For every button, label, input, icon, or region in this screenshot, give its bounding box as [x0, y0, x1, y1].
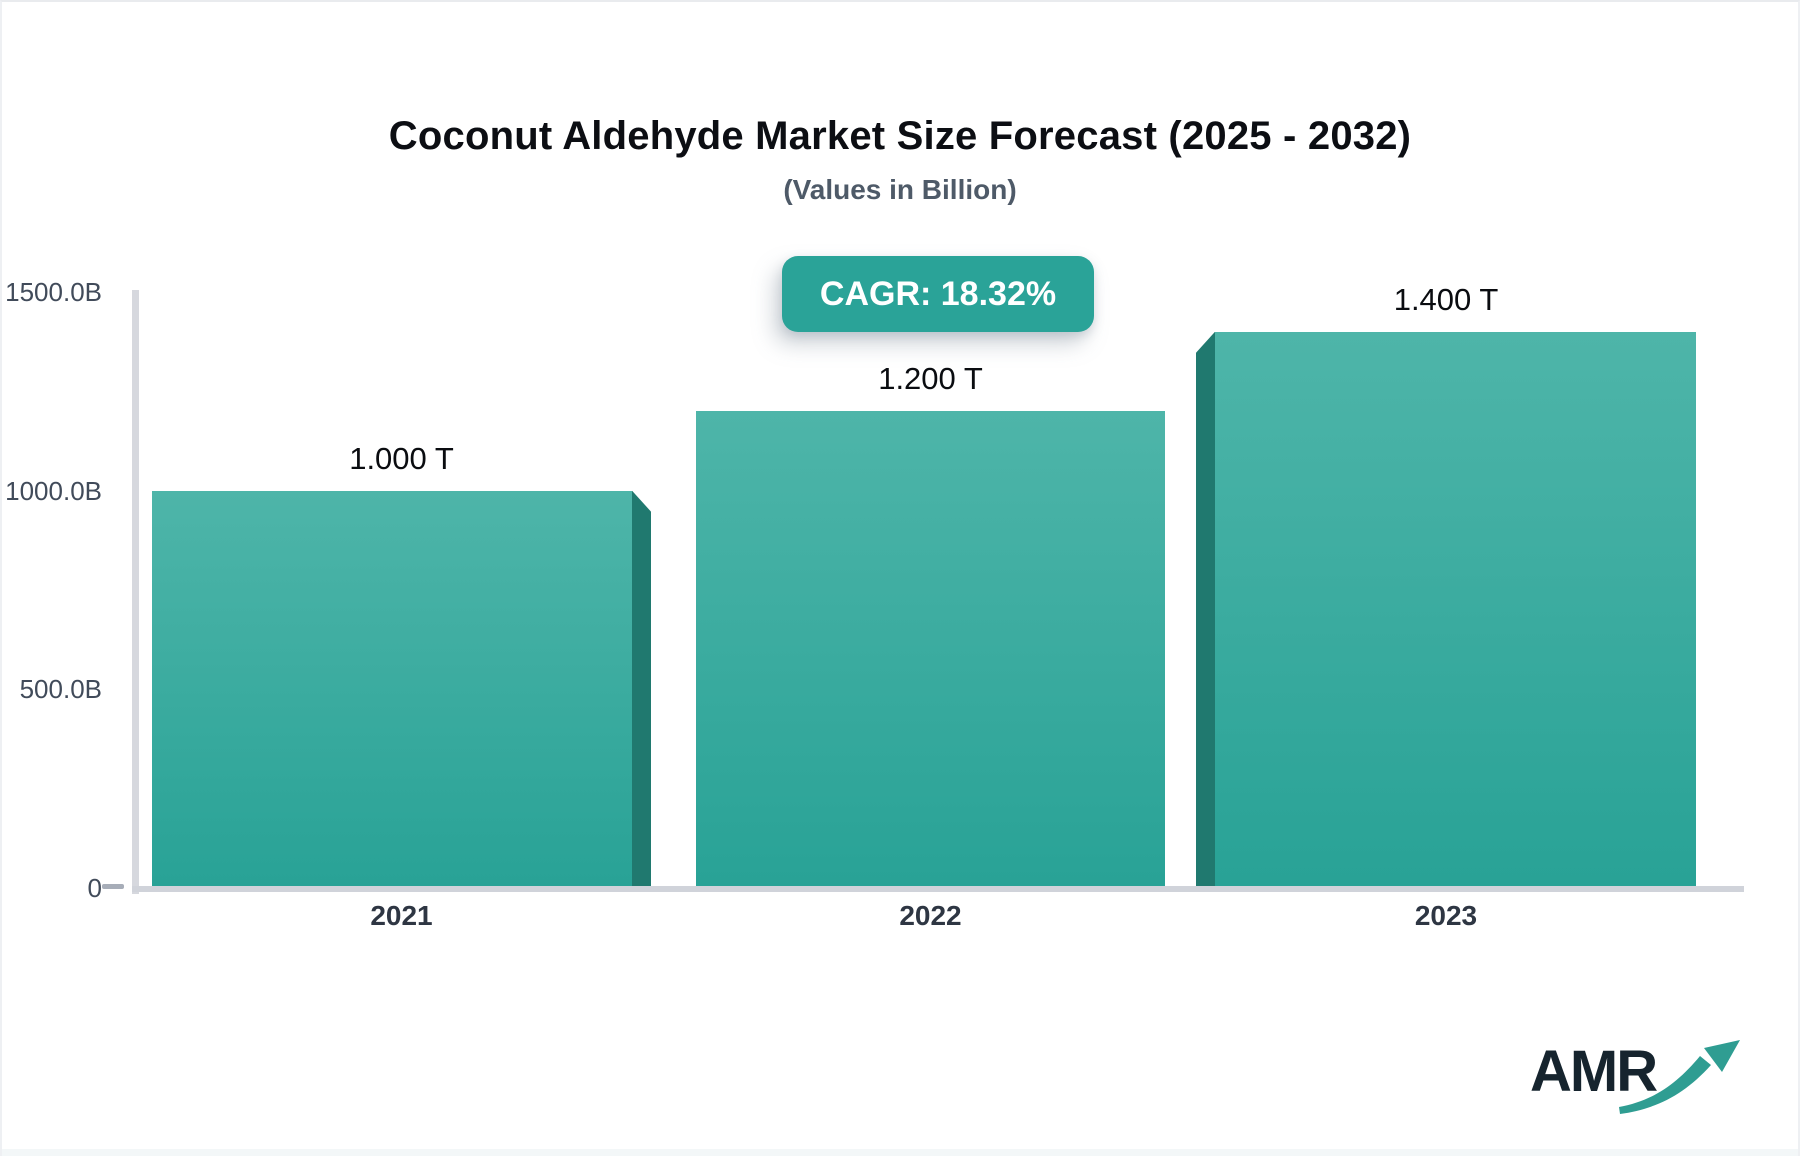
cagr-badge-label: CAGR: 18.32%: [819, 274, 1057, 313]
bar-2021: [152, 490, 632, 890]
y-axis-line: [132, 290, 139, 894]
bar-3d-side: [1196, 331, 1215, 890]
x-axis-label-2021: 2021: [370, 900, 433, 931]
page-bottom-edge: [2, 1149, 1798, 1156]
bar-value-label: 1.200 T: [878, 361, 983, 397]
x-axis-line: [132, 886, 1744, 892]
y-axis-tick-label: 1000.0B: [5, 475, 102, 506]
bar-3d-side: [632, 490, 651, 890]
bar-2022: [696, 411, 1165, 890]
bar-value-label: 1.400 T: [1393, 281, 1499, 317]
growth-arrow-icon: [1619, 1040, 1740, 1114]
amr-logo-text: AMR: [1530, 1039, 1658, 1104]
y-axis-tick-label: 1500.0B: [5, 277, 102, 307]
bar-value-label: 1.000 T: [349, 440, 454, 476]
page-title: Coconut Aldehyde Market Size Forecast (2…: [388, 114, 1412, 158]
cagr-badge: CAGR: 18.32%: [782, 256, 1094, 332]
chart-subtitle: (Values in Billion): [783, 174, 1017, 205]
x-axis-label-2023: 2023: [1414, 900, 1478, 931]
x-axis-label-2022: 2022: [899, 900, 962, 931]
zero-tick-mark: [102, 884, 124, 889]
y-axis-tick-label: 0: [87, 873, 102, 903]
amr-logo: AMR: [1530, 1032, 1750, 1124]
bar-2023: [1215, 331, 1696, 890]
y-axis-tick-label: 500.0B: [19, 674, 102, 705]
